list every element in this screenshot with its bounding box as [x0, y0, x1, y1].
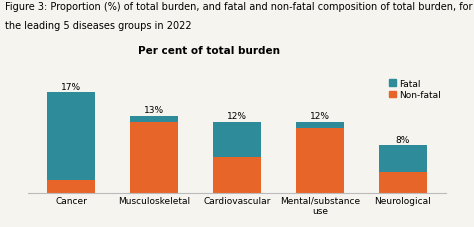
Bar: [379, 172, 427, 193]
Text: Per cent of total burden: Per cent of total burden: [137, 45, 280, 55]
Text: 12%: 12%: [310, 112, 330, 121]
Bar: [47, 93, 95, 180]
Text: 8%: 8%: [395, 135, 410, 144]
Bar: [379, 146, 427, 172]
Bar: [296, 128, 344, 193]
Text: the leading 5 diseases groups in 2022: the leading 5 diseases groups in 2022: [5, 20, 191, 30]
Bar: [130, 122, 178, 193]
Text: 12%: 12%: [227, 112, 247, 121]
Bar: [296, 122, 344, 128]
Legend: Fatal, Non-fatal: Fatal, Non-fatal: [389, 79, 441, 100]
Bar: [47, 180, 95, 193]
Bar: [130, 116, 178, 122]
Text: 13%: 13%: [144, 106, 164, 115]
Bar: [213, 122, 261, 158]
Text: 17%: 17%: [61, 82, 82, 91]
Text: Figure 3: Proportion (%) of total burden, and fatal and non-fatal composition of: Figure 3: Proportion (%) of total burden…: [5, 2, 472, 12]
Bar: [213, 158, 261, 193]
